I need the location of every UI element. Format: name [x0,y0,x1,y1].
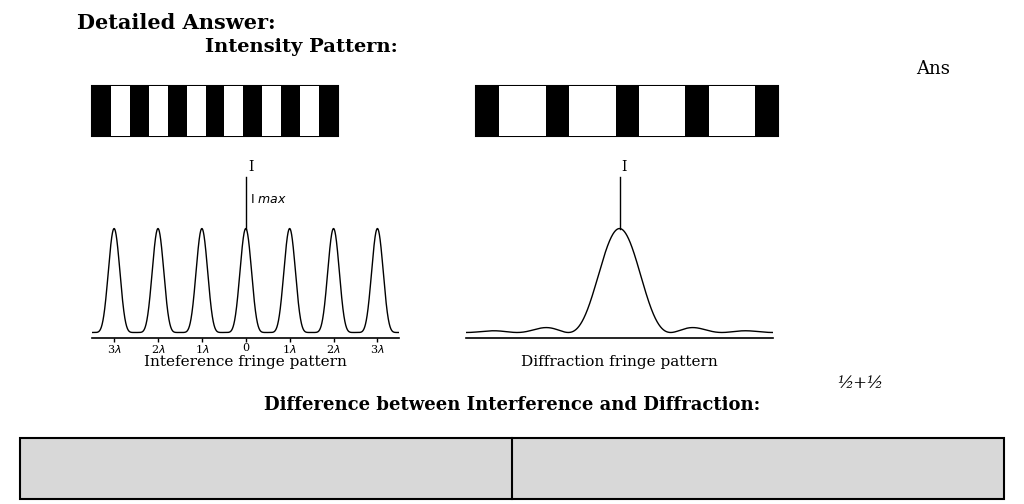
Text: I $\it{max}$: I $\it{max}$ [250,193,287,206]
Bar [639,86,685,136]
Bar [709,86,755,136]
Text: Intensity Pattern:: Intensity Pattern: [205,38,397,56]
Bar [111,86,130,136]
Bar [224,86,244,136]
Bar [92,86,338,136]
Bar [476,86,778,136]
Text: Difference between Interference and Diffraction:: Difference between Interference and Diff… [264,396,760,414]
Text: Diffraction fringe pattern: Diffraction fringe pattern [521,355,718,369]
Text: I: I [622,160,627,174]
Text: Inteference fringe pattern: Inteference fringe pattern [144,355,347,369]
Bar [300,86,319,136]
Bar [186,86,206,136]
Text: Ans: Ans [916,60,950,79]
Text: ½+½: ½+½ [837,375,884,393]
Text: I: I [248,160,253,174]
Bar [500,86,546,136]
Bar [148,86,168,136]
Bar [569,86,615,136]
Text: Detailed Answer:: Detailed Answer: [77,13,275,33]
Bar [20,438,1004,499]
Bar [262,86,282,136]
